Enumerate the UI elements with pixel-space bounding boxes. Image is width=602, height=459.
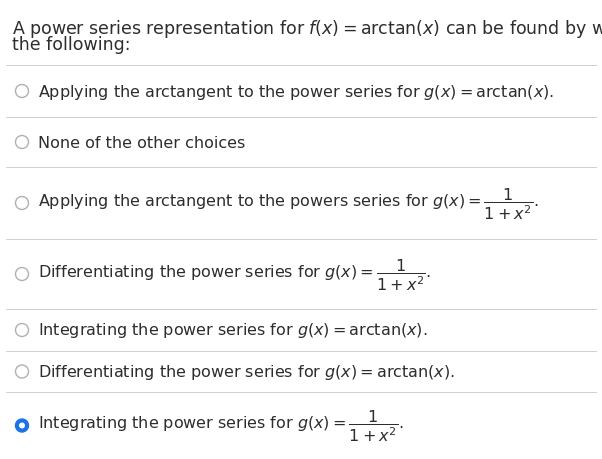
Text: Integrating the power series for $g(x) = \dfrac{1}{1+x^2}$.: Integrating the power series for $g(x) =…: [38, 408, 404, 443]
Text: None of the other choices: None of the other choices: [38, 135, 245, 150]
Text: Differentiating the power series for $g(x) = \dfrac{1}{1+x^2}$.: Differentiating the power series for $g(…: [38, 257, 431, 292]
Text: Applying the arctangent to the power series for $g(x) = \mathrm{arctan}(x)$.: Applying the arctangent to the power ser…: [38, 82, 554, 101]
Ellipse shape: [16, 419, 28, 432]
Text: Differentiating the power series for $g(x) = \mathrm{arctan}(x)$.: Differentiating the power series for $g(…: [38, 362, 455, 381]
Text: A power series representation for $f(x) = \mathrm{arctan}(x)$ can be found by wh: A power series representation for $f(x) …: [12, 18, 602, 40]
Ellipse shape: [20, 423, 24, 428]
Text: Applying the arctangent to the powers series for $g(x) = \dfrac{1}{1+x^2}$.: Applying the arctangent to the powers se…: [38, 186, 539, 221]
Text: Integrating the power series for $g(x) = \mathrm{arctan}(x)$.: Integrating the power series for $g(x) =…: [38, 321, 427, 340]
Text: the following:: the following:: [12, 36, 131, 54]
